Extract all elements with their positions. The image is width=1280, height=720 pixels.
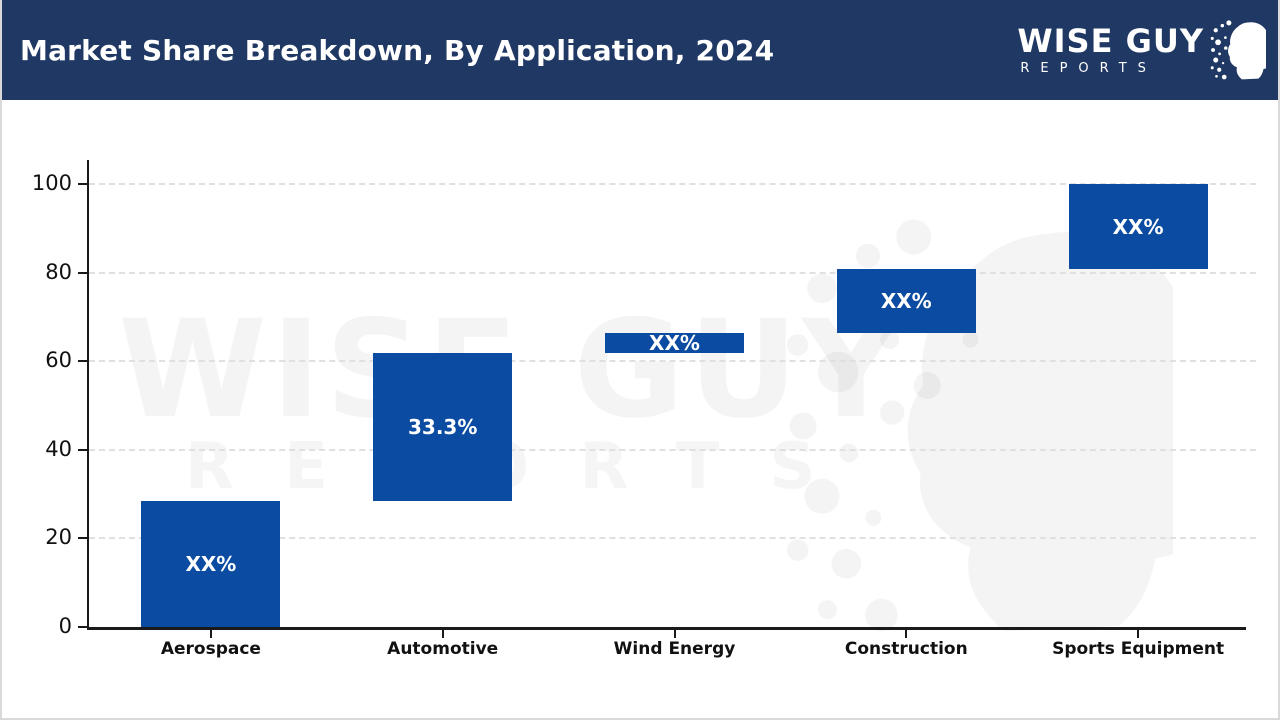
gridline-80 bbox=[89, 271, 1256, 274]
page-title: Market Share Breakdown, By Application, … bbox=[20, 33, 775, 67]
logo-head-icon bbox=[1210, 20, 1266, 80]
y-axis-line bbox=[87, 160, 89, 630]
x-tick-mark bbox=[209, 629, 212, 638]
category-label-0: Aerospace bbox=[160, 639, 261, 659]
category-label-1: Automotive bbox=[387, 639, 499, 659]
gridline-60 bbox=[89, 360, 1256, 363]
bar-value-label: XX% bbox=[1112, 214, 1164, 239]
gridline-40 bbox=[89, 448, 1256, 451]
x-tick-mark bbox=[905, 629, 908, 638]
x-tick-mark bbox=[673, 629, 676, 638]
y-tick-mark bbox=[78, 537, 87, 540]
bar-value-label: XX% bbox=[185, 551, 237, 576]
logo-wordmark-line2: REPORTS bbox=[1020, 60, 1157, 76]
y-tick-label: 100 bbox=[31, 171, 72, 195]
category-label-3: Construction bbox=[844, 639, 968, 659]
bar-value-label: XX% bbox=[649, 331, 700, 356]
bar-automotive: 33.3% bbox=[373, 353, 513, 501]
y-tick-label: 60 bbox=[45, 348, 72, 373]
bar-value-label: 33.3% bbox=[407, 414, 478, 439]
y-tick-mark bbox=[78, 448, 87, 451]
y-tick-mark bbox=[78, 360, 87, 363]
bar-sports-equipment: XX% bbox=[1068, 184, 1208, 270]
x-axis-line bbox=[87, 627, 1246, 630]
logo-wordmark-line1: WISE GUY bbox=[1017, 21, 1204, 60]
bar-construction: XX% bbox=[836, 269, 976, 333]
y-tick-mark bbox=[78, 271, 87, 274]
x-tick-mark bbox=[1137, 629, 1140, 638]
wise-guy-logo: WISE GUY REPORTS bbox=[1017, 13, 1266, 87]
x-tick-mark bbox=[441, 629, 444, 638]
y-tick-label: 40 bbox=[45, 436, 72, 461]
category-label-4: Sports Equipment bbox=[1052, 639, 1225, 659]
y-tick-label: 0 bbox=[58, 614, 72, 638]
gridline-100 bbox=[89, 183, 1256, 185]
category-label-2: Wind Energy bbox=[613, 639, 736, 659]
y-tick-label: 20 bbox=[45, 525, 72, 550]
bar-wind-energy: XX% bbox=[605, 331, 744, 356]
gridline-20 bbox=[89, 537, 1256, 540]
bar-value-label: XX% bbox=[880, 289, 932, 314]
header-bar: Market Share Breakdown, By Application, … bbox=[0, 0, 1280, 100]
y-tick-mark bbox=[78, 626, 87, 628]
logo-wordmark: WISE GUY REPORTS bbox=[1017, 25, 1204, 76]
bar-aerospace: XX% bbox=[141, 500, 281, 627]
y-tick-mark bbox=[78, 183, 87, 185]
y-tick-label: 80 bbox=[45, 259, 72, 284]
